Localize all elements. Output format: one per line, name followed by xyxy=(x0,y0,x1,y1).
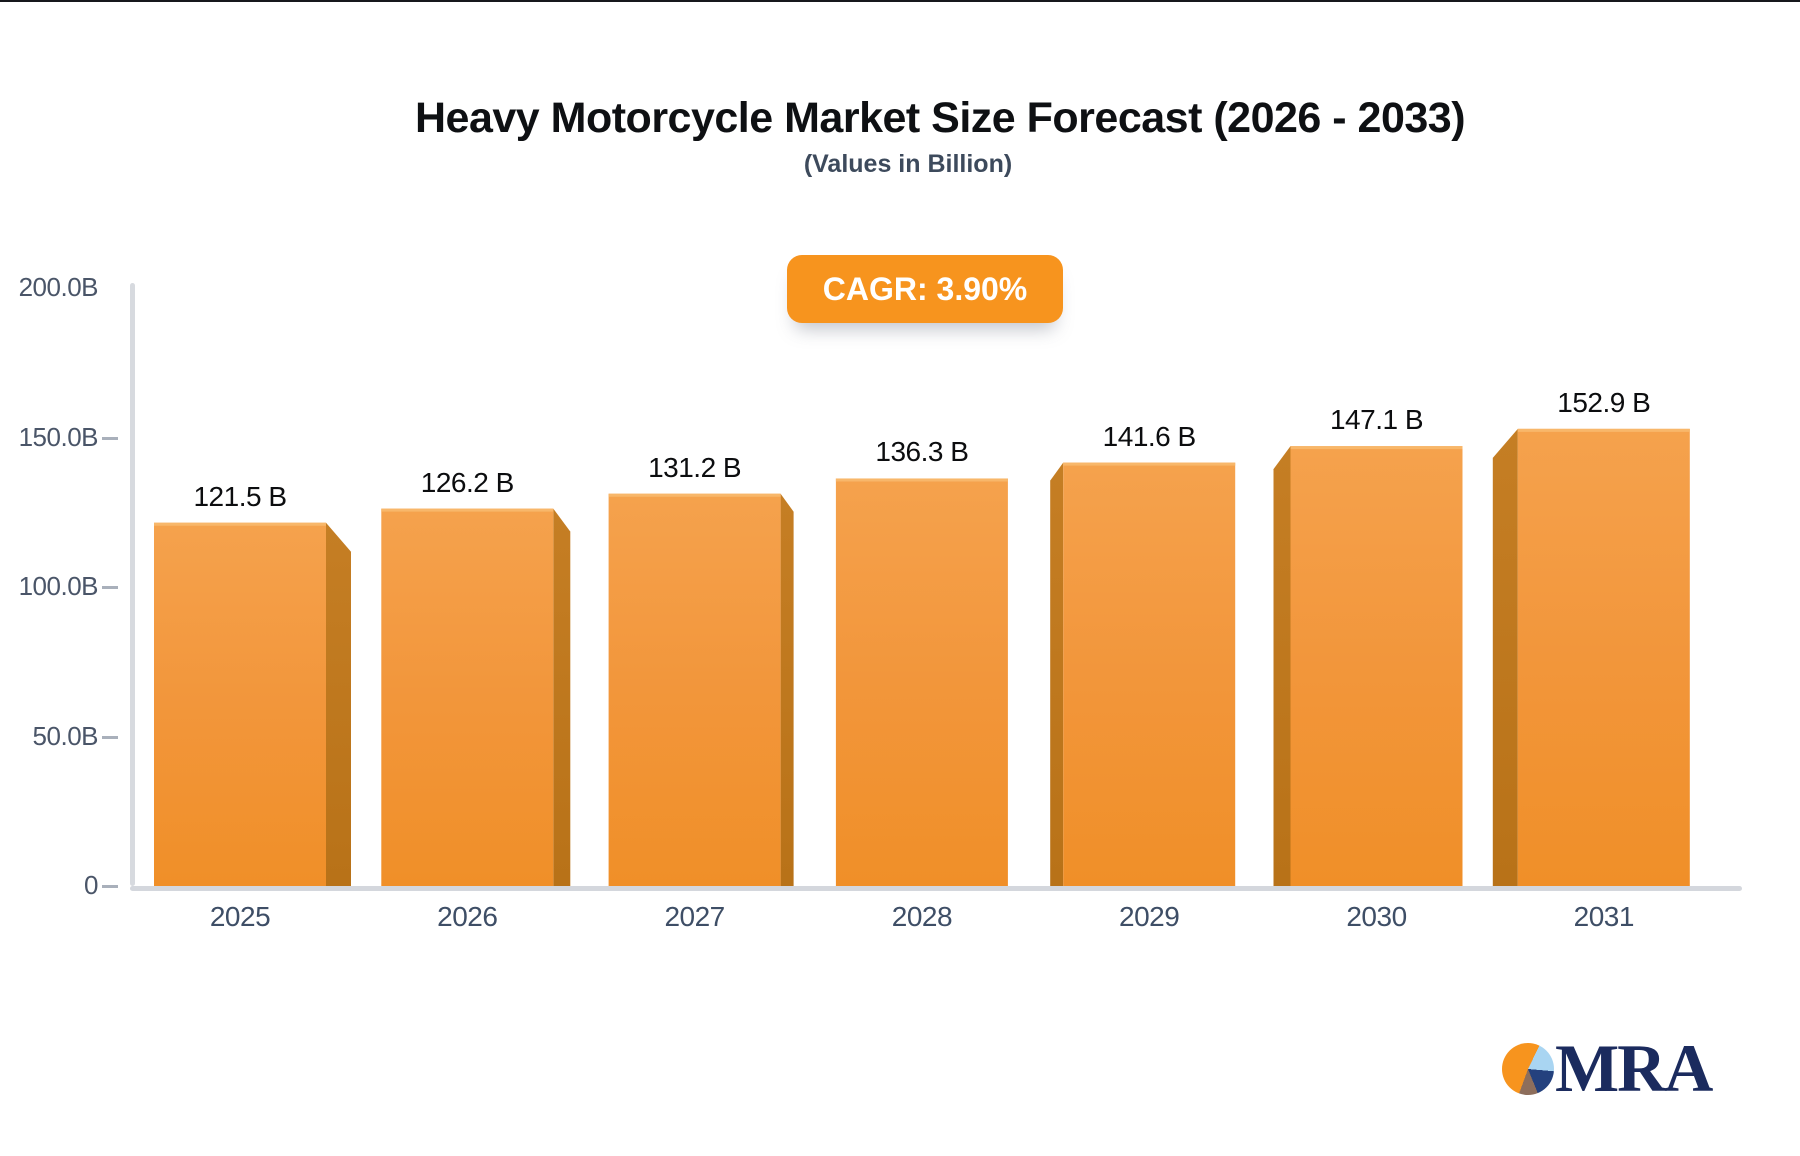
bar-front-face xyxy=(1290,446,1463,886)
y-axis-tick xyxy=(102,586,118,589)
bar-2027 xyxy=(608,493,794,886)
bar-side-face xyxy=(1050,462,1064,886)
brand-logo: MRA xyxy=(1502,1030,1713,1107)
bar-value-label: 121.5 B xyxy=(193,480,287,512)
x-axis-label: 2030 xyxy=(1346,901,1407,932)
bar-2025 xyxy=(154,522,351,886)
bar-front-face xyxy=(381,508,554,886)
y-axis-label: 50.0B xyxy=(32,720,99,751)
bar-2029 xyxy=(1050,462,1236,886)
x-axis-label: 2029 xyxy=(1119,901,1180,932)
bar-value-label: 131.2 B xyxy=(648,451,742,483)
y-axis-tick xyxy=(102,885,118,888)
bar-front-face xyxy=(1063,462,1236,886)
y-axis-tick xyxy=(102,436,118,440)
y-axis-label: 200.0B xyxy=(18,272,99,302)
bar-side-face xyxy=(1273,446,1291,886)
bar-front-face xyxy=(154,522,326,886)
bar-front-face xyxy=(1517,428,1690,886)
x-axis-line xyxy=(130,886,1742,891)
x-axis-label: 2028 xyxy=(891,901,953,932)
chart-title: Heavy Motorcycle Market Size Forecast (2… xyxy=(414,94,1466,142)
y-axis-tick xyxy=(102,735,118,739)
y-axis-line xyxy=(130,283,135,886)
pie-chart-icon xyxy=(1502,1043,1554,1095)
bar-side-face xyxy=(326,522,351,886)
bar-value-label: 141.6 B xyxy=(1102,420,1197,452)
chart-subtitle: (Values in Billion) xyxy=(803,150,1013,178)
top-border xyxy=(0,0,1800,2)
bar-value-label: 126.2 B xyxy=(420,466,515,498)
cagr-badge: CAGR: 3.90% xyxy=(787,255,1063,323)
x-axis-label: 2025 xyxy=(209,901,271,932)
bar-value-label: 147.1 B xyxy=(1329,404,1424,436)
logo-text: MRA xyxy=(1555,1030,1713,1107)
bar-2031 xyxy=(1492,428,1690,886)
y-axis-label: 150.0B xyxy=(18,421,99,452)
bar-side-face xyxy=(780,493,794,886)
bar-2030 xyxy=(1273,446,1463,886)
x-axis-label: 2031 xyxy=(1573,901,1635,932)
bar-front-face xyxy=(835,478,1008,886)
bar-value-label: 136.3 B xyxy=(875,436,969,468)
bar-side-face xyxy=(1492,428,1518,886)
bar-2028 xyxy=(835,478,1008,886)
bar-2026 xyxy=(381,508,571,886)
bar-side-face xyxy=(553,508,571,886)
bar-value-label: 152.9 B xyxy=(1557,386,1651,418)
bar-front-face xyxy=(608,493,781,886)
x-axis-label: 2026 xyxy=(437,901,498,932)
x-axis-label: 2027 xyxy=(664,901,725,932)
y-axis-label: 100.0B xyxy=(18,571,99,601)
y-axis-label: 0 xyxy=(84,870,98,900)
